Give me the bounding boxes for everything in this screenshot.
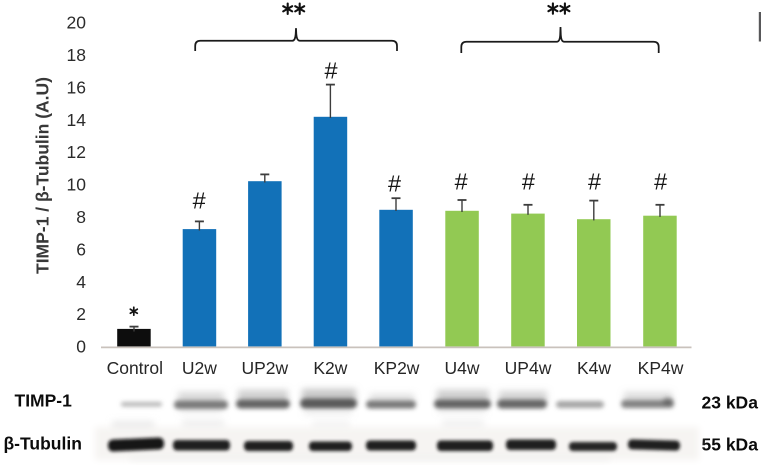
svg-text:#: # (193, 188, 206, 214)
svg-text:TIMP-1 / β-Tubulin (A.U): TIMP-1 / β-Tubulin (A.U) (33, 77, 53, 274)
svg-text:β-Tubulin: β-Tubulin (4, 434, 82, 454)
svg-text:10: 10 (67, 175, 87, 195)
svg-text:#: # (455, 169, 468, 195)
svg-text:K2w: K2w (313, 358, 347, 378)
svg-text:0: 0 (76, 337, 86, 357)
svg-text:#: # (324, 57, 337, 83)
svg-text:KP2w: KP2w (374, 358, 420, 378)
svg-text:#: # (654, 169, 667, 195)
svg-text:U4w: U4w (444, 358, 479, 378)
svg-text:6: 6 (76, 239, 86, 259)
svg-text:20: 20 (67, 13, 87, 33)
svg-text:U2w: U2w (182, 358, 217, 378)
svg-text:Control: Control (107, 358, 163, 378)
svg-text:8: 8 (76, 207, 86, 227)
svg-text:2: 2 (76, 304, 86, 324)
svg-text:14: 14 (67, 110, 87, 130)
svg-text:23 kDa: 23 kDa (702, 393, 759, 413)
svg-text:KP4w: KP4w (638, 358, 684, 378)
svg-text:#: # (388, 171, 401, 197)
svg-text:4: 4 (76, 272, 86, 292)
svg-text:#: # (522, 169, 535, 195)
svg-text:TIMP-1: TIMP-1 (15, 391, 73, 411)
svg-text:#: # (588, 169, 601, 195)
svg-text:12: 12 (67, 142, 86, 162)
svg-text:55 kDa: 55 kDa (702, 435, 759, 455)
svg-text:18: 18 (67, 45, 86, 65)
svg-text:K4w: K4w (577, 358, 611, 378)
svg-text:16: 16 (67, 77, 86, 97)
svg-text:UP2w: UP2w (241, 358, 288, 378)
svg-text:UP4w: UP4w (505, 358, 552, 378)
